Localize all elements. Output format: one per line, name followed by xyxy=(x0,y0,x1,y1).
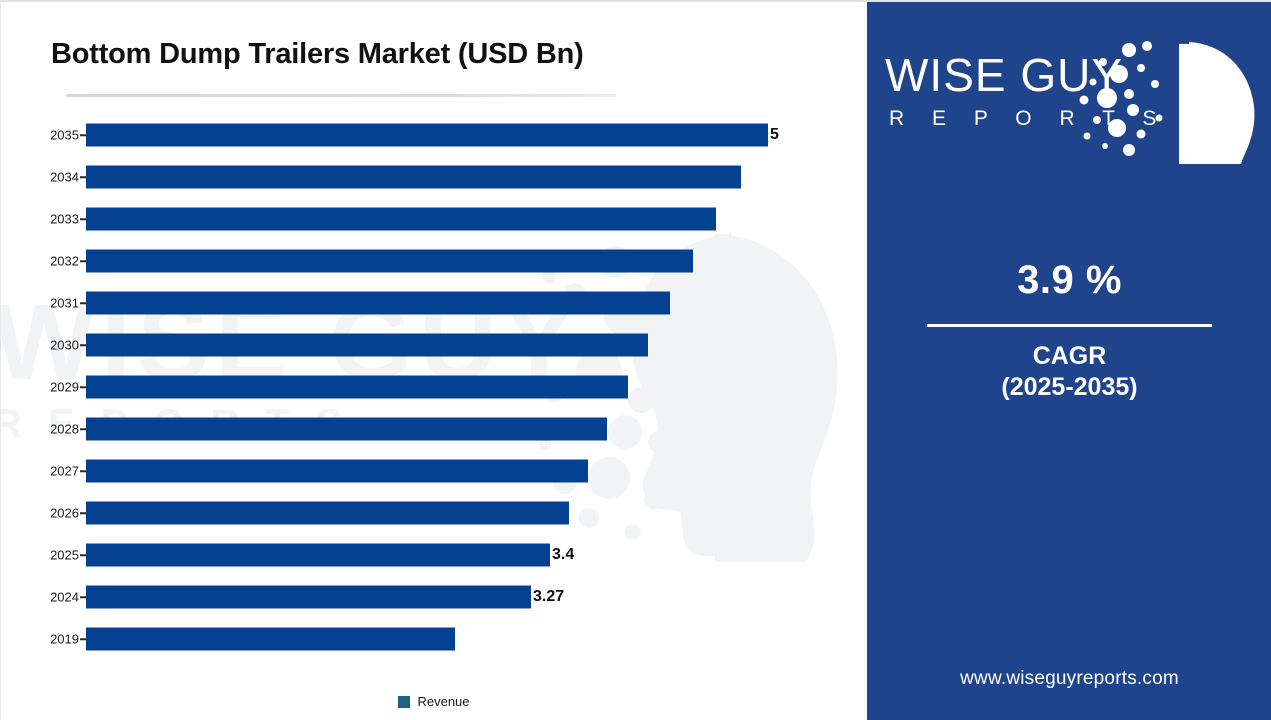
bar-row: 2019 xyxy=(1,618,867,660)
axis-tick xyxy=(80,386,86,388)
title-divider xyxy=(66,94,616,97)
legend-label-revenue: Revenue xyxy=(417,694,470,709)
axis-tick xyxy=(80,512,86,514)
bar-row: 2030 xyxy=(1,324,867,366)
wiseguy-reports-logo[interactable]: WISE GUY R E P O R T S xyxy=(879,41,1261,164)
category-label: 2027 xyxy=(50,463,79,479)
bar-row: 2034 xyxy=(1,156,867,198)
bar-revenue[interactable] xyxy=(86,165,741,189)
bar-value-label: 5 xyxy=(770,126,779,143)
axis-tick xyxy=(80,554,86,556)
logo-head-silhouette-icon xyxy=(1079,41,1255,164)
category-label: 2035 xyxy=(50,127,79,143)
bar-value-label: 3.4 xyxy=(552,546,575,563)
cagr-divider xyxy=(927,324,1212,327)
website-url[interactable]: www.wiseguyreports.com xyxy=(960,668,1179,689)
bar-row: 2025 3.4 xyxy=(1,534,867,576)
axis-tick xyxy=(80,176,86,178)
bar-revenue[interactable] xyxy=(86,627,455,651)
bar-revenue[interactable] xyxy=(86,291,670,315)
axis-tick xyxy=(80,470,86,472)
bar-row: 2031 xyxy=(1,282,867,324)
bar-revenue[interactable] xyxy=(86,333,648,357)
cagr-label: CAGR xyxy=(1032,342,1107,370)
chart-title: Bottom Dump Trailers Market (USD Bn) xyxy=(51,38,584,70)
bar-revenue[interactable] xyxy=(86,123,768,147)
axis-tick xyxy=(80,302,86,304)
bar-chart-plot-area: 2035 5 2034 2033 2032 xyxy=(1,114,867,674)
axis-tick xyxy=(80,638,86,640)
bar-revenue[interactable] xyxy=(86,417,607,441)
bar-row: 2035 5 xyxy=(1,114,867,156)
logo-line-reports: R E P O R T S xyxy=(889,107,1168,130)
category-label: 2025 xyxy=(50,547,79,563)
legend-swatch-revenue xyxy=(398,695,411,708)
chart-legend: Revenue xyxy=(1,694,867,709)
bar-row: 2029 xyxy=(1,366,867,408)
category-label: 2031 xyxy=(50,295,79,311)
axis-tick xyxy=(80,218,86,220)
bar-revenue[interactable] xyxy=(86,207,716,231)
logo-text: WISE GUY R E P O R T S xyxy=(885,49,1168,130)
category-label: 2026 xyxy=(50,505,79,521)
bar-revenue[interactable] xyxy=(86,249,693,273)
bar-revenue[interactable] xyxy=(86,459,588,483)
axis-tick xyxy=(80,260,86,262)
category-label: 2030 xyxy=(50,337,79,353)
cagr-period: (2025-2035) xyxy=(1001,372,1138,401)
bar-revenue[interactable] xyxy=(86,501,569,525)
category-label: 2028 xyxy=(50,421,79,437)
logo-line-wiseguy: WISE GUY xyxy=(885,49,1124,101)
bar-revenue[interactable] xyxy=(86,585,531,609)
bar-row: 2027 xyxy=(1,450,867,492)
bar-value-label: 3.27 xyxy=(533,588,565,605)
bar-revenue[interactable] xyxy=(86,543,550,567)
axis-tick xyxy=(80,134,86,136)
category-label: 2034 xyxy=(50,169,79,185)
bar-revenue[interactable] xyxy=(86,375,628,399)
cagr-value: 3.9 % xyxy=(1017,258,1122,302)
bar-row: 2033 xyxy=(1,198,867,240)
side-panel: WISE GUY R E P O R T S xyxy=(867,2,1271,720)
category-label: 2024 xyxy=(50,589,79,605)
category-label: 2029 xyxy=(50,379,79,395)
category-label: 2033 xyxy=(50,211,79,227)
bar-row: 2024 3.27 xyxy=(1,576,867,618)
bar-row: 2028 xyxy=(1,408,867,450)
category-label: 2032 xyxy=(50,253,79,269)
axis-tick xyxy=(80,596,86,598)
bar-row: 2032 xyxy=(1,240,867,282)
bar-row: 2026 xyxy=(1,492,867,534)
cagr-block: 3.9 % CAGR (2025-2035) xyxy=(867,258,1271,402)
axis-tick xyxy=(80,428,86,430)
category-label: 2019 xyxy=(50,631,79,647)
axis-tick xyxy=(80,344,86,346)
